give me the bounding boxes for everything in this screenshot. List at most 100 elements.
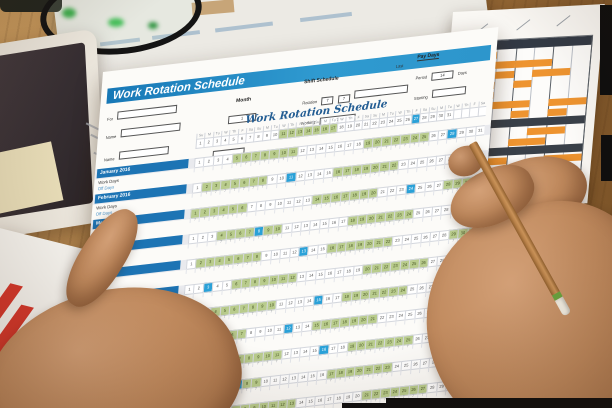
dark-object-top-left bbox=[0, 0, 62, 12]
shift-hours-cell: 7 bbox=[329, 201, 340, 208]
shift-hours-cell: 7 bbox=[369, 171, 380, 178]
shift-hours-cell bbox=[221, 163, 232, 170]
shift-hours-cell: 7 bbox=[393, 218, 404, 226]
shift-hours-cell bbox=[333, 276, 344, 283]
shift-hours-cell: 7 bbox=[256, 310, 267, 317]
name-field bbox=[120, 122, 181, 138]
gantt-bar bbox=[494, 70, 515, 79]
eyeglasses-green-reflection bbox=[148, 22, 158, 29]
shift-hours-cell: 7 bbox=[198, 215, 209, 223]
shift-hours-cell: 7 bbox=[346, 350, 356, 357]
shift-hours-cell: 7 bbox=[243, 361, 253, 369]
shift-hours-cell bbox=[196, 241, 207, 248]
shift-hours-cell bbox=[289, 356, 300, 363]
shift-hours-cell bbox=[426, 265, 437, 272]
last-label: Last bbox=[395, 62, 404, 69]
shift-hours-cell bbox=[313, 177, 324, 184]
shift-hours-cell: 7 bbox=[442, 188, 453, 195]
gantt-bar bbox=[512, 79, 532, 88]
shift-hours-cell: 7 bbox=[234, 237, 245, 244]
shift-hours-cell: 7 bbox=[370, 271, 381, 279]
shift-hours-cell: 7 bbox=[374, 221, 385, 228]
shift-hours-cell: 7 bbox=[402, 343, 413, 350]
shift-hours-cell: 7 bbox=[340, 300, 351, 307]
shift-hours-cell bbox=[327, 226, 338, 233]
shift-hours-cell bbox=[440, 213, 451, 220]
shift-hours-cell bbox=[416, 166, 426, 173]
shift-hours-cell: 7 bbox=[364, 348, 375, 355]
shift-hours-cell bbox=[414, 191, 425, 198]
shift-hours-cell: 7 bbox=[368, 297, 379, 304]
shift-hours-cell: 7 bbox=[359, 298, 370, 305]
shift-hours-cell: 7 bbox=[194, 266, 205, 273]
gantt-column-label-tick bbox=[556, 15, 571, 27]
shift-hours-cell bbox=[336, 351, 347, 358]
shift-hours-cell bbox=[275, 182, 286, 189]
shift-hours-cell bbox=[352, 148, 363, 155]
shift-hours-cell bbox=[295, 280, 306, 287]
shift-hours-cell: 7 bbox=[268, 157, 279, 164]
shift-hours-cell: 7 bbox=[319, 327, 330, 335]
shift-hours-cell bbox=[206, 240, 217, 247]
shift-hours-cell: 7 bbox=[265, 308, 276, 316]
shift-hours-cell bbox=[385, 320, 396, 327]
shift-schedule-title: Shift Schedule bbox=[303, 75, 339, 86]
shift-hours-cell: 7 bbox=[230, 287, 241, 295]
shift-hours-cell: 7 bbox=[247, 311, 257, 318]
shift-hours-cell: 7 bbox=[344, 375, 354, 382]
shift-hours-cell: 7 bbox=[250, 386, 261, 393]
shift-hours-cell: 7 bbox=[396, 294, 407, 301]
shift-hours-cell: 7 bbox=[310, 329, 321, 336]
shift-hours-cell: 7 bbox=[365, 222, 376, 229]
shift-hours-cell bbox=[415, 291, 426, 299]
gantt-bar bbox=[548, 96, 587, 106]
shift-hours-cell bbox=[301, 330, 312, 337]
gantt-bar bbox=[547, 107, 568, 116]
shift-hours-cell bbox=[305, 279, 316, 286]
dark-object-right-edge bbox=[600, 5, 612, 95]
shift-hours-cell bbox=[259, 385, 270, 392]
legend-empty-cell bbox=[477, 105, 487, 117]
shift-hours-cell: 7 bbox=[271, 232, 282, 239]
shift-hours-cell: 7 bbox=[237, 312, 248, 319]
shift-hours-cell bbox=[301, 204, 312, 211]
shift-hours-cell bbox=[404, 318, 415, 325]
shift-hours-cell bbox=[352, 273, 362, 281]
shift-hours-cell bbox=[299, 355, 310, 362]
shift-hours-cell bbox=[202, 291, 213, 298]
shift-hours-cell: 7 bbox=[372, 372, 382, 379]
shift-hours-cell bbox=[290, 230, 301, 237]
shift-hours-cell bbox=[428, 240, 439, 247]
shift-hours-cell bbox=[314, 278, 325, 285]
shift-hours-cell bbox=[275, 307, 285, 315]
shift-hours-cell bbox=[187, 242, 198, 249]
shift-hours-cell bbox=[430, 214, 441, 221]
shift-hours-cell: 7 bbox=[229, 187, 239, 194]
period-field: 14 bbox=[431, 69, 454, 81]
shift-hours-cell: 7 bbox=[262, 233, 273, 241]
shift-hours-cell bbox=[400, 243, 411, 250]
shift-hours-cell: 7 bbox=[363, 247, 374, 254]
shift-hours-cell bbox=[185, 267, 196, 274]
shift-hours-cell bbox=[337, 225, 348, 232]
shift-hours-cell bbox=[395, 193, 406, 200]
shift-hours-cell: 7 bbox=[329, 326, 340, 334]
name-label: Name bbox=[105, 133, 117, 141]
shift-hours-cell bbox=[287, 381, 298, 389]
shift-hours-cell: 7 bbox=[241, 387, 251, 394]
shift-hours-cell bbox=[255, 209, 265, 216]
shift-hours-cell bbox=[279, 257, 289, 264]
shift-hours-cell: 7 bbox=[210, 189, 221, 196]
shift-hours-cell: 7 bbox=[388, 169, 398, 176]
shift-hours-cell bbox=[400, 369, 411, 376]
period-unit: Days bbox=[457, 69, 468, 76]
shift-hours-cell bbox=[321, 302, 332, 309]
shift-hours-cell bbox=[323, 403, 334, 408]
shift-hours-cell: 7 bbox=[189, 217, 200, 224]
shift-hours-cell: 7 bbox=[231, 161, 241, 169]
shift-hours-cell bbox=[317, 353, 328, 360]
shift-hours-cell bbox=[390, 370, 401, 377]
shift-hours-cell bbox=[404, 192, 415, 199]
shift-hours-cell bbox=[273, 207, 284, 214]
shift-hours-cell: 7 bbox=[344, 249, 355, 256]
